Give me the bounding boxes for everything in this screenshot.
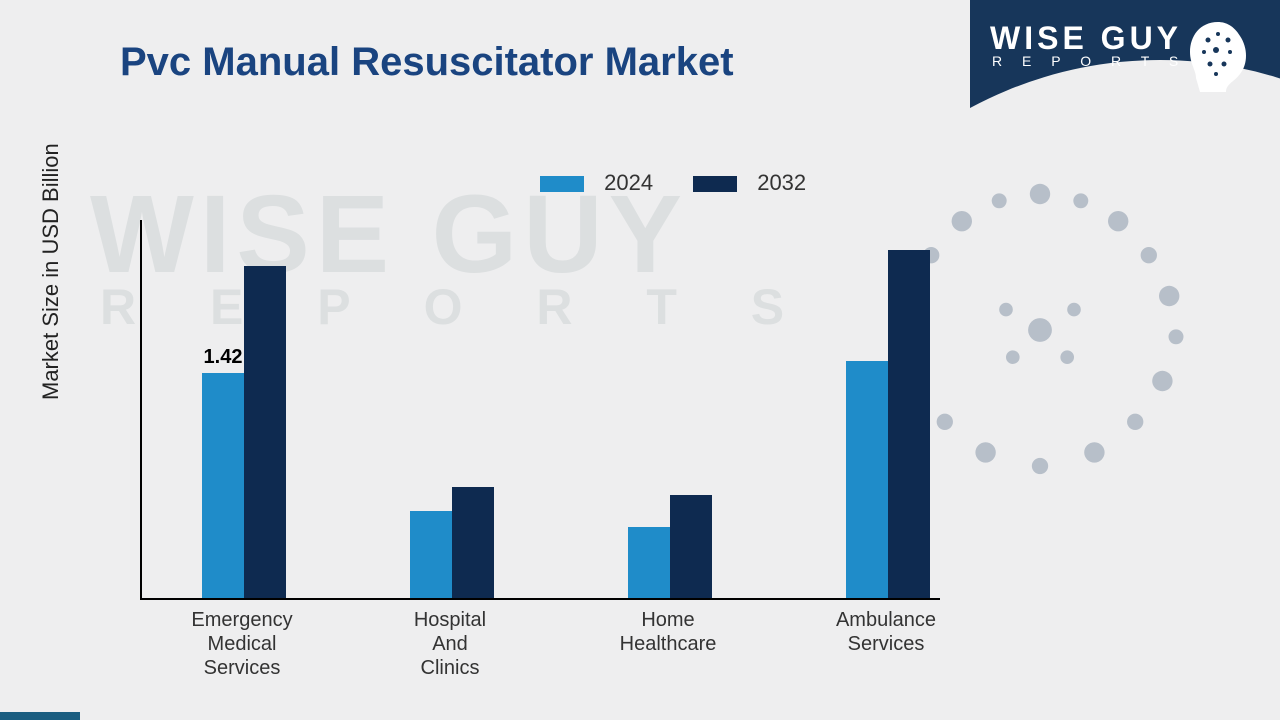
x-axis-category-label: HospitalAndClinics — [370, 608, 530, 680]
x-axis-category-label: AmbulanceServices — [806, 608, 966, 656]
bar-2024 — [846, 361, 888, 599]
legend-label-2024: 2024 — [604, 170, 653, 195]
bar-2032 — [888, 250, 930, 598]
x-axis-category-label: EmergencyMedicalServices — [162, 608, 322, 680]
legend-item-2032: 2032 — [693, 170, 806, 196]
bar-2024 — [202, 373, 244, 598]
bar-chart: 2024 2032 1.42 EmergencyMedicalServices H… — [110, 160, 970, 700]
bar-2032 — [452, 487, 494, 598]
bar-2024 — [628, 527, 670, 598]
y-axis-label: Market Size in USD Billion — [38, 143, 64, 400]
bar-2032 — [244, 266, 286, 599]
chart-canvas: WISE GUY R E P O R T S WISE GUY R E P O … — [0, 0, 1280, 720]
legend-label-2032: 2032 — [757, 170, 806, 195]
legend-swatch-2032 — [693, 176, 737, 192]
x-axis-category-label: HomeHealthcare — [588, 608, 748, 656]
brand-head-icon — [1186, 20, 1250, 94]
brand-logo: WISE GUY R E P O R T S — [990, 20, 1250, 100]
bar-value-label: 1.42 — [204, 346, 243, 369]
legend-item-2024: 2024 — [540, 170, 653, 196]
plot-area: 1.42 — [140, 220, 940, 600]
bar-2024 — [410, 511, 452, 598]
legend: 2024 2032 — [540, 170, 806, 196]
bar-2032 — [670, 495, 712, 598]
legend-swatch-2024 — [540, 176, 584, 192]
decorative-bottom-bar — [0, 712, 80, 720]
chart-title: Pvc Manual Resuscitator Market — [120, 40, 734, 85]
